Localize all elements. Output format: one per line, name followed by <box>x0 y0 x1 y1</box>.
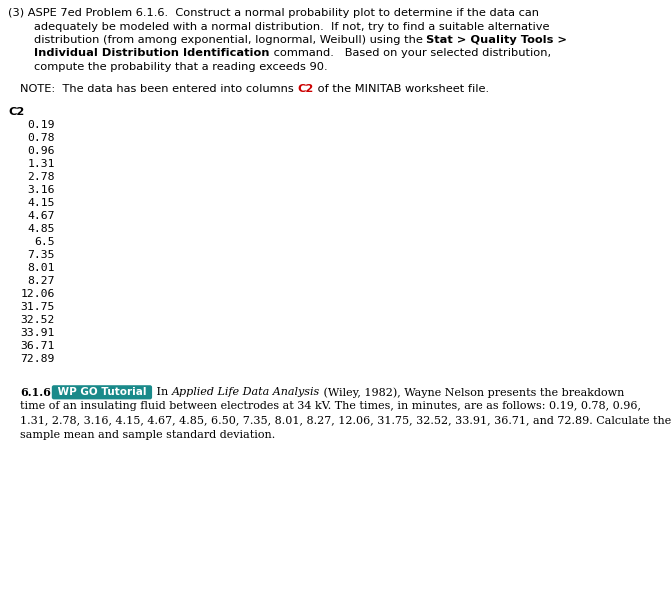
Text: 32.52: 32.52 <box>21 315 55 325</box>
Text: Individual Distribution Identification: Individual Distribution Identification <box>34 49 270 58</box>
Text: adequately be modeled with a normal distribution.  If not, try to find a suitabl: adequately be modeled with a normal dist… <box>34 21 550 31</box>
Text: 6.5: 6.5 <box>34 237 55 247</box>
Text: WP GO Tutorial: WP GO Tutorial <box>54 387 150 397</box>
Text: 31.75: 31.75 <box>21 302 55 312</box>
Text: 8.27: 8.27 <box>28 276 55 286</box>
Text: 6.1.6: 6.1.6 <box>20 387 51 398</box>
Text: of the MINITAB worksheet file.: of the MINITAB worksheet file. <box>313 84 488 93</box>
Text: 1.31, 2.78, 3.16, 4.15, 4.67, 4.85, 6.50, 7.35, 8.01, 8.27, 12.06, 31.75, 32.52,: 1.31, 2.78, 3.16, 4.15, 4.67, 4.85, 6.50… <box>20 416 671 426</box>
Text: Stat > Quality Tools >: Stat > Quality Tools > <box>427 35 568 45</box>
Text: 2.78: 2.78 <box>28 172 55 182</box>
Text: 3.16: 3.16 <box>28 185 55 195</box>
Text: distribution (from among exponential, lognormal, Weibull) using the: distribution (from among exponential, lo… <box>34 35 427 45</box>
Text: C2: C2 <box>8 107 24 117</box>
Text: 72.89: 72.89 <box>21 354 55 364</box>
Text: 33.91: 33.91 <box>21 328 55 338</box>
Text: sample mean and sample standard deviation.: sample mean and sample standard deviatio… <box>20 430 275 440</box>
Text: compute the probability that a reading exceeds 90.: compute the probability that a reading e… <box>34 62 327 72</box>
Text: 0.96: 0.96 <box>28 146 55 156</box>
Text: In: In <box>153 387 172 397</box>
Text: (Wiley, 1982), Wayne Nelson presents the breakdown: (Wiley, 1982), Wayne Nelson presents the… <box>320 387 625 398</box>
Text: time of an insulating fluid between electrodes at 34 kV. The times, in minutes, : time of an insulating fluid between elec… <box>20 402 641 411</box>
Text: Applied Life Data Analysis: Applied Life Data Analysis <box>172 387 320 397</box>
Text: 7.35: 7.35 <box>28 250 55 260</box>
Text: NOTE:  The data has been entered into columns: NOTE: The data has been entered into col… <box>20 84 297 93</box>
Text: command.   Based on your selected distribution,: command. Based on your selected distribu… <box>270 49 551 58</box>
Text: 4.15: 4.15 <box>28 198 55 208</box>
Text: 4.85: 4.85 <box>28 224 55 234</box>
Text: 0.19: 0.19 <box>28 120 55 130</box>
Text: 1.31: 1.31 <box>28 159 55 169</box>
Text: 12.06: 12.06 <box>21 289 55 299</box>
Text: 0.78: 0.78 <box>28 133 55 143</box>
Text: 4.67: 4.67 <box>28 211 55 221</box>
Text: 8.01: 8.01 <box>28 263 55 273</box>
Text: C2: C2 <box>297 84 313 93</box>
Text: (3) ASPE 7ed Problem 6.1.6.  Construct a normal probability plot to determine if: (3) ASPE 7ed Problem 6.1.6. Construct a … <box>8 8 539 18</box>
Text: 36.71: 36.71 <box>21 341 55 351</box>
